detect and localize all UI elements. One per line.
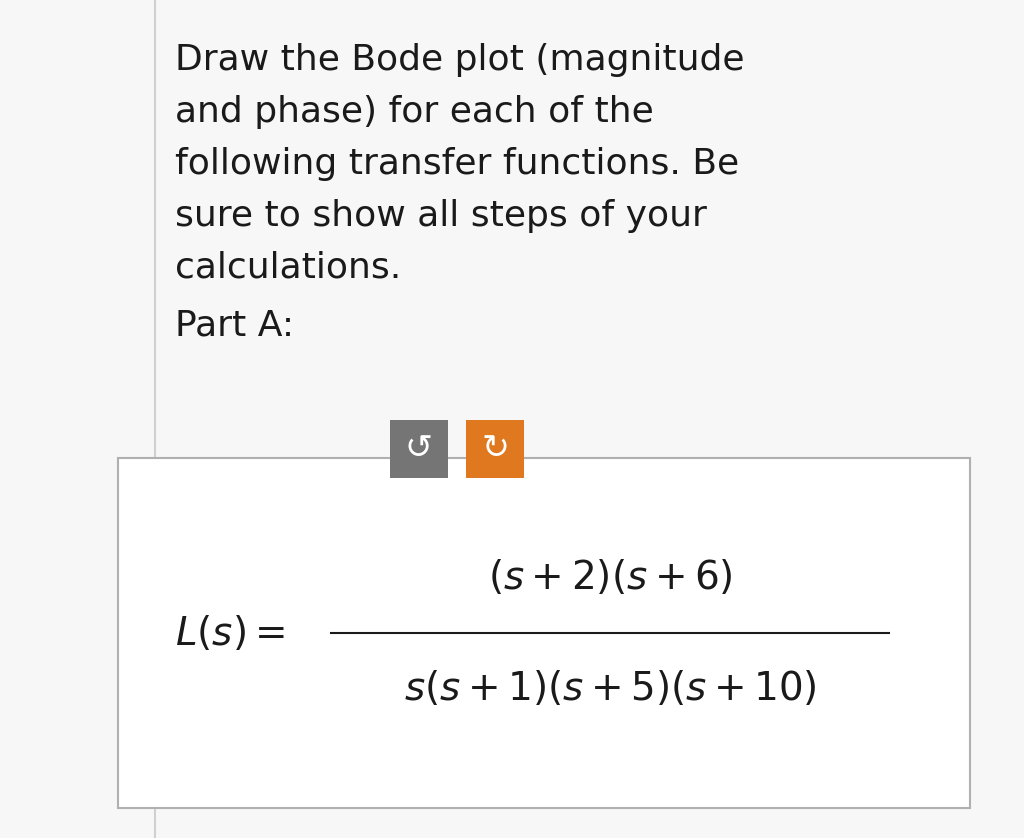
Text: following transfer functions. Be: following transfer functions. Be — [175, 147, 739, 181]
Text: $L(s) =$: $L(s) =$ — [175, 613, 286, 653]
Text: Draw the Bode plot (magnitude: Draw the Bode plot (magnitude — [175, 43, 744, 77]
Text: ↻: ↻ — [481, 432, 509, 465]
Bar — [118, 458, 970, 808]
Text: and phase) for each of the: and phase) for each of the — [175, 95, 653, 129]
Text: sure to show all steps of your: sure to show all steps of your — [175, 199, 707, 233]
Text: calculations.: calculations. — [175, 251, 401, 285]
Text: ↺: ↺ — [406, 432, 433, 465]
Text: Part A:: Part A: — [175, 308, 294, 342]
Text: $s(s+1)(s+5)(s+10)$: $s(s+1)(s+5)(s+10)$ — [403, 669, 816, 707]
Bar — [390, 420, 449, 478]
Text: $(s+2)(s+6)$: $(s+2)(s+6)$ — [487, 558, 732, 597]
Bar — [466, 420, 524, 478]
